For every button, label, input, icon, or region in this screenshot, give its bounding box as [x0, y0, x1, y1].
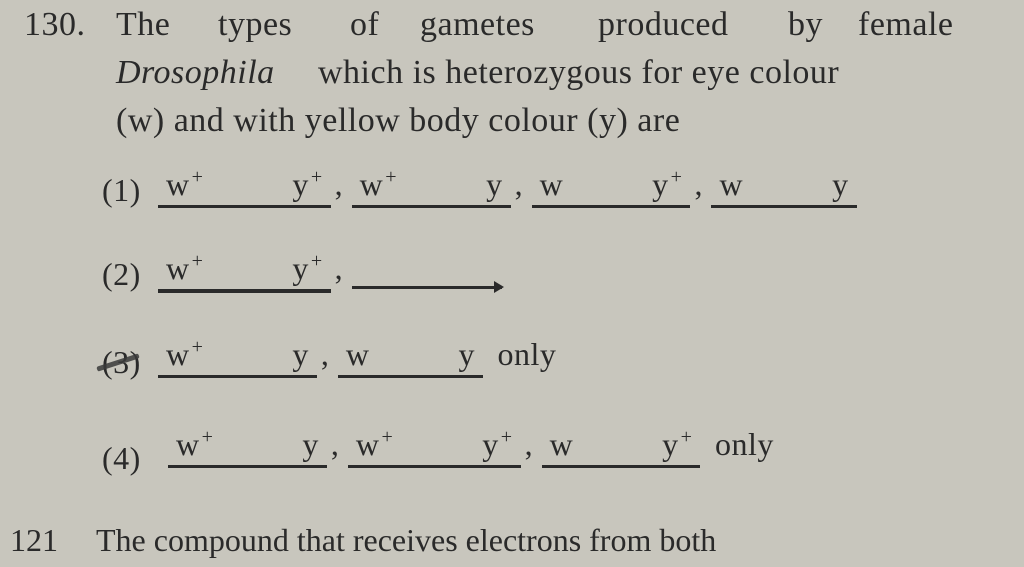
- chromosome: w+ y: [168, 426, 327, 468]
- option-1-label: (1): [102, 172, 141, 209]
- allele-yplus: y+: [482, 426, 512, 463]
- option-4-label: (4): [102, 440, 141, 477]
- comma: ,: [327, 426, 344, 462]
- arrow-line: [352, 286, 502, 289]
- chromosome: w y+: [542, 426, 701, 468]
- question-number: 130.: [24, 6, 86, 44]
- q-line1-word: produced: [598, 6, 729, 44]
- next-question-fragment: The compound that receives electrons fro…: [96, 522, 716, 559]
- allele-y: y: [292, 336, 309, 373]
- q-line1-word: of: [350, 6, 379, 44]
- comma: ,: [511, 166, 528, 202]
- comma: ,: [331, 250, 348, 286]
- allele-y: y: [459, 336, 476, 373]
- option-3-content: w+ y , w y only: [158, 336, 556, 378]
- allele-w: w: [550, 426, 574, 463]
- chromosome: w y+: [532, 166, 691, 208]
- allele-wplus: w+: [166, 336, 203, 373]
- chromosome: w+ y: [158, 336, 317, 378]
- next-question-number: 121: [10, 522, 58, 559]
- q-line2-rest: which is heterozygous for eye colour: [318, 54, 839, 92]
- word-only: only: [705, 426, 774, 462]
- chromosome: w+ y+: [158, 166, 331, 208]
- allele-wplus: w+: [360, 166, 397, 203]
- allele-w: w: [346, 336, 370, 373]
- option-2-content: w+ y+ ,: [158, 250, 502, 293]
- q-line1-word: The: [116, 6, 170, 44]
- allele-w: w: [719, 166, 743, 203]
- allele-wplus: w+: [166, 250, 203, 287]
- allele-y: y: [302, 426, 319, 463]
- comma: ,: [317, 336, 334, 372]
- comma: ,: [521, 426, 538, 462]
- q-line1-word: by: [788, 6, 823, 44]
- chromosome: w y: [338, 336, 483, 378]
- comma: ,: [331, 166, 348, 202]
- chromosome: w y: [711, 166, 856, 208]
- allele-wplus: w+: [356, 426, 393, 463]
- allele-y: y: [486, 166, 503, 203]
- page: { "question": { "number": "130.", "line1…: [0, 0, 1024, 567]
- allele-yplus: y+: [652, 166, 682, 203]
- allele-yplus: y+: [662, 426, 692, 463]
- chromosome: w+ y: [352, 166, 511, 208]
- q-line2-drosophila: Drosophila: [116, 54, 275, 92]
- comma: ,: [690, 166, 707, 202]
- allele-wplus: w+: [166, 166, 203, 203]
- q-line1-word: gametes: [420, 6, 535, 44]
- allele-yplus: y+: [292, 166, 322, 203]
- word-only: only: [488, 336, 557, 372]
- allele-w: w: [540, 166, 564, 203]
- allele-yplus: y+: [292, 250, 322, 287]
- option-2-label: (2): [102, 256, 141, 293]
- chromosome: w+ y+: [348, 426, 521, 468]
- q-line1-word: female: [858, 6, 954, 44]
- allele-wplus: w+: [176, 426, 213, 463]
- chromosome: w+ y+: [158, 250, 331, 293]
- option-1-content: w+ y+ , w+ y , w y+ , w y: [158, 166, 857, 208]
- q-line1-word: types: [218, 6, 292, 44]
- allele-y: y: [832, 166, 849, 203]
- q-line3: (w) and with yellow body colour (y) are: [116, 102, 680, 140]
- option-4-content: w+ y , w+ y+ , w y+ only: [168, 426, 774, 468]
